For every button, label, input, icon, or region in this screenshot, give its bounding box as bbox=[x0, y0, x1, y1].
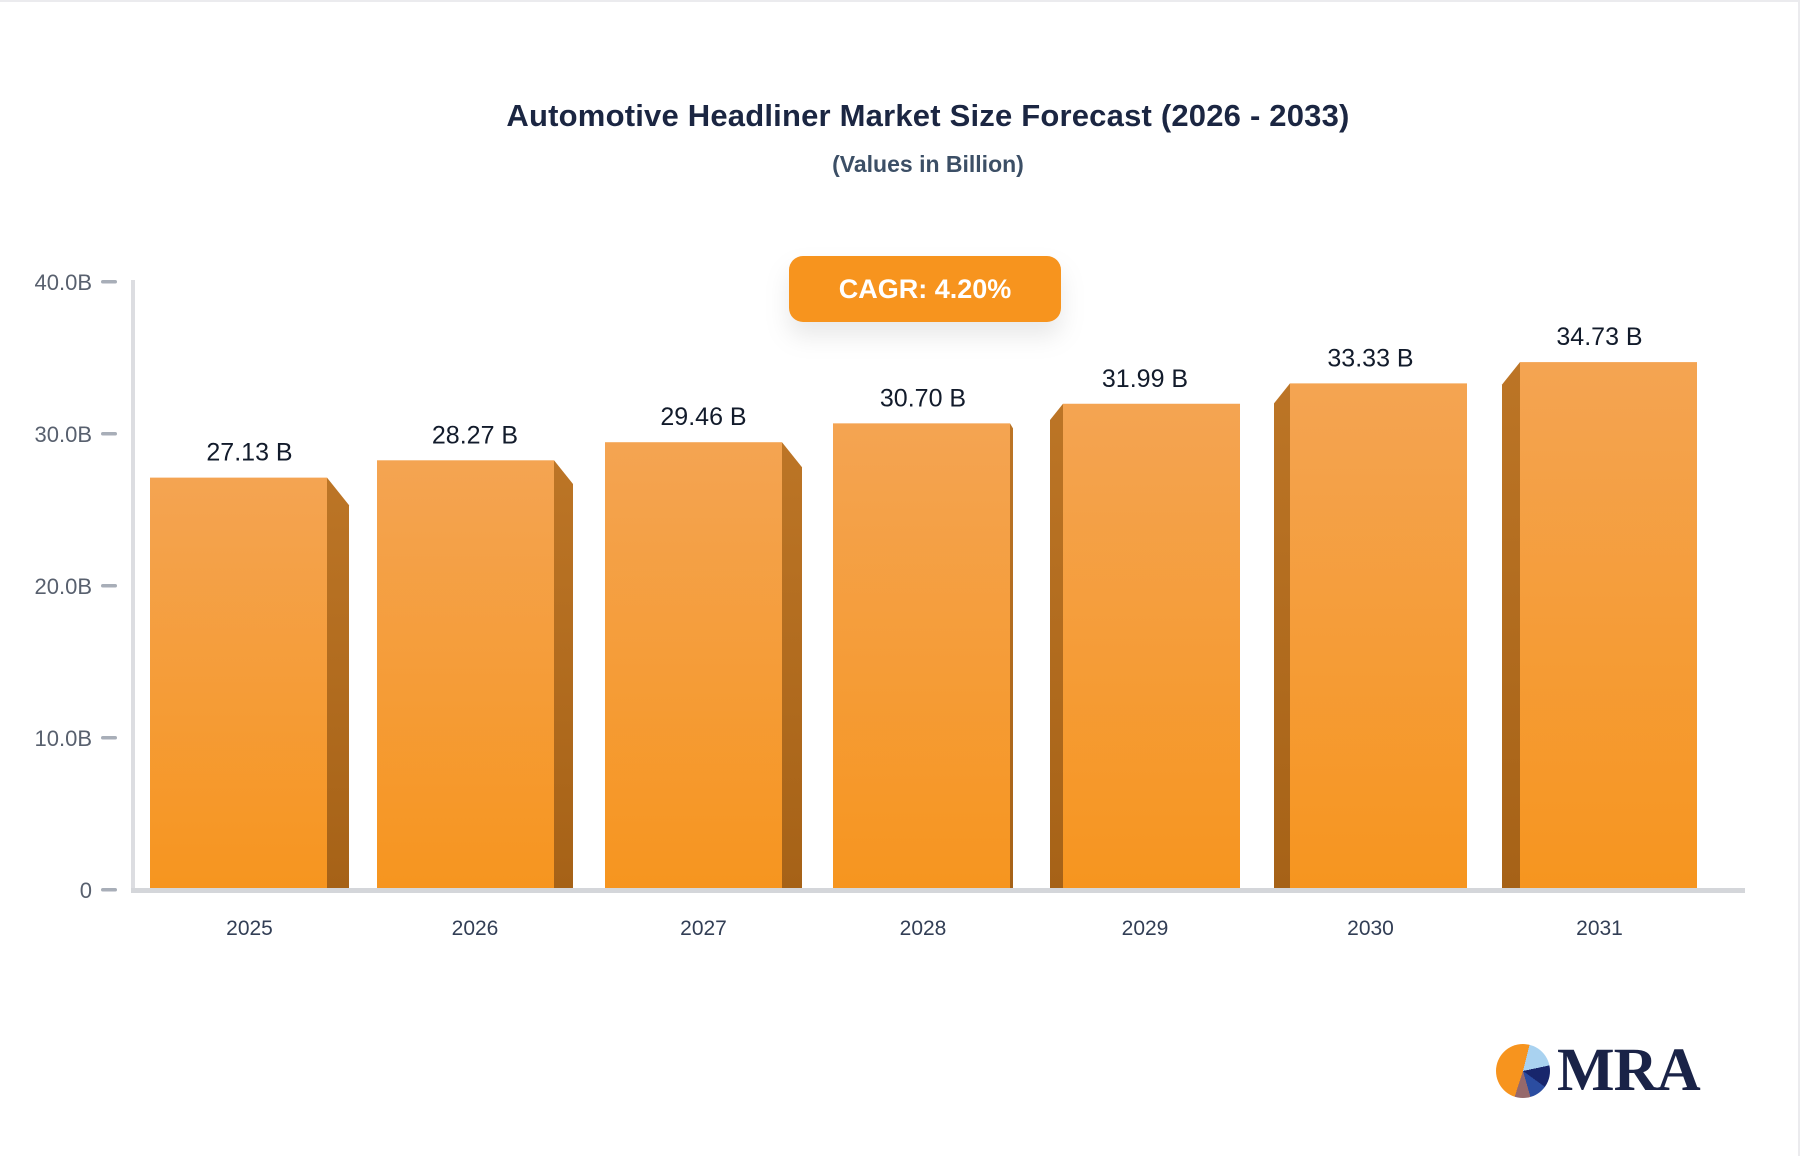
pie-chart-icon bbox=[1496, 1043, 1550, 1098]
x-tick-label-2030: 2030 bbox=[1347, 917, 1394, 940]
bar-2030[interactable] bbox=[1274, 383, 1467, 890]
y-tick-label: 0 bbox=[80, 878, 92, 903]
cagr-badge-label: CAGR: 4.20% bbox=[838, 273, 1012, 304]
x-tick-label-2031: 2031 bbox=[1576, 917, 1623, 940]
bar-front-face bbox=[1290, 383, 1467, 890]
bar-2025[interactable] bbox=[150, 477, 349, 890]
y-tick-mark bbox=[101, 584, 117, 588]
y-tick-mark bbox=[101, 280, 117, 284]
x-tick-label-2025: 2025 bbox=[226, 917, 273, 940]
cagr-badge: CAGR: 4.20% bbox=[789, 256, 1061, 322]
y-tick-label: 30.0B bbox=[35, 422, 93, 447]
bar-2027[interactable] bbox=[605, 442, 802, 890]
y-axis-line bbox=[131, 280, 135, 892]
chart-subtitle: (Values in Billion) bbox=[832, 151, 1024, 177]
bar-side-face bbox=[1502, 362, 1520, 890]
x-tick-label-2029: 2029 bbox=[1122, 917, 1169, 940]
y-tick-label: 40.0B bbox=[35, 270, 93, 295]
bar-2028[interactable] bbox=[833, 423, 1013, 890]
page-title: Automotive Headliner Market Size Forecas… bbox=[506, 98, 1350, 133]
bar-side-face bbox=[1050, 403, 1063, 890]
bar-front-face bbox=[833, 423, 1010, 890]
y-tick-mark bbox=[101, 888, 117, 892]
value-label-2028: 30.70 B bbox=[880, 384, 966, 412]
bar-side-face bbox=[1010, 423, 1013, 890]
value-label-2025: 27.13 B bbox=[206, 439, 292, 467]
bar-side-face bbox=[782, 442, 802, 890]
bar-front-face bbox=[605, 442, 782, 890]
y-tick-mark bbox=[101, 432, 117, 436]
x-tick-label-2028: 2028 bbox=[900, 917, 947, 940]
bar-2031[interactable] bbox=[1502, 362, 1697, 890]
mra-logo: MRA bbox=[1496, 1037, 1701, 1104]
y-tick-mark bbox=[101, 736, 117, 740]
value-label-2027: 29.46 B bbox=[660, 403, 746, 431]
bar-front-face bbox=[1063, 403, 1240, 890]
x-tick-label-2026: 2026 bbox=[452, 917, 499, 940]
bar-2029[interactable] bbox=[1050, 403, 1240, 890]
bar-front-face bbox=[1520, 362, 1697, 890]
bar-side-face bbox=[327, 477, 349, 890]
y-tick-label: 20.0B bbox=[35, 574, 93, 599]
bar-side-face bbox=[1274, 383, 1290, 890]
value-label-2031: 34.73 B bbox=[1556, 323, 1642, 351]
value-label-2029: 31.99 B bbox=[1102, 365, 1188, 393]
value-label-2026: 28.27 B bbox=[432, 421, 518, 449]
mra-logo-text: MRA bbox=[1557, 1037, 1701, 1104]
bar-chart: 40.0B 30.0B 20.0B 10.0B 0 27.13 B 2025 28.27 B 2… bbox=[35, 270, 1745, 940]
x-tick-label-2027: 2027 bbox=[680, 917, 727, 940]
bar-front-face bbox=[150, 477, 327, 890]
bar-side-face bbox=[554, 460, 573, 890]
bar-front-face bbox=[377, 460, 554, 890]
bar-2026[interactable] bbox=[377, 460, 573, 890]
value-label-2030: 33.33 B bbox=[1327, 344, 1413, 372]
x-axis-baseline bbox=[131, 888, 1745, 893]
y-tick-label: 10.0B bbox=[35, 726, 93, 751]
